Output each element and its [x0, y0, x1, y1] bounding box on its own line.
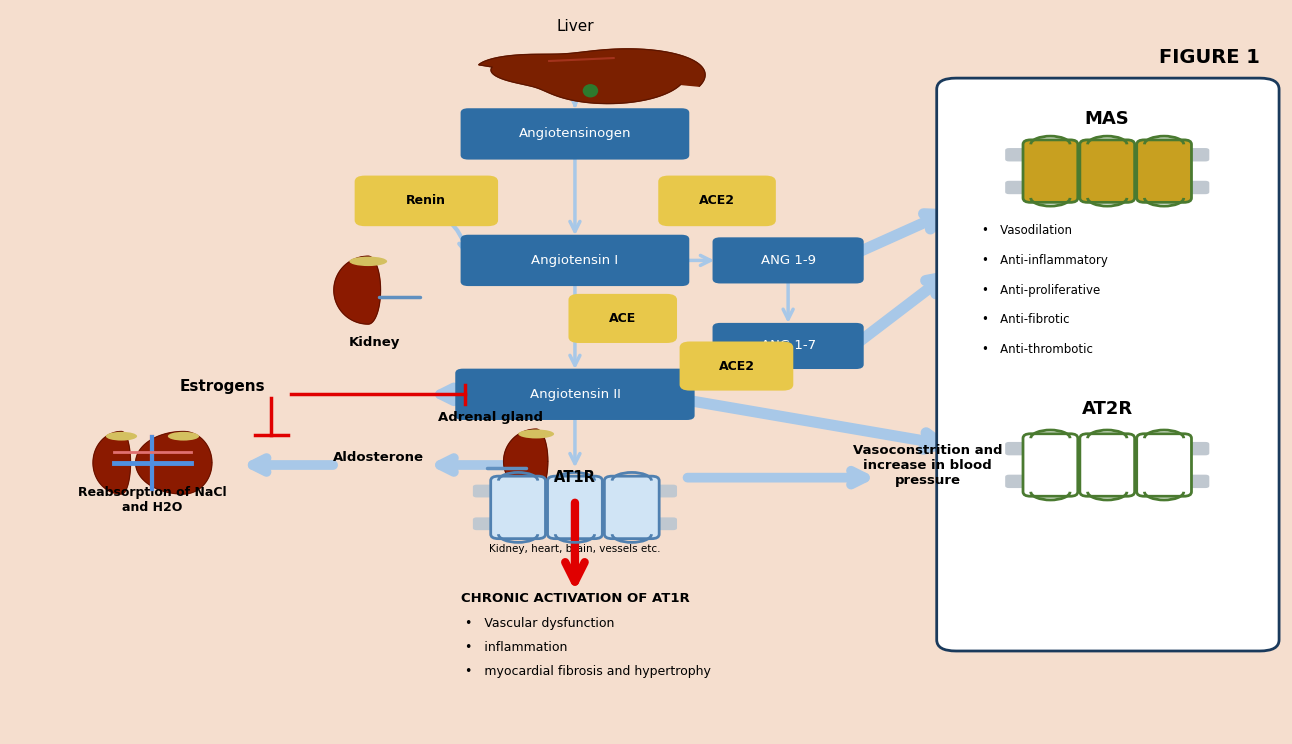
Text: ANG 1-9: ANG 1-9	[761, 254, 815, 267]
Text: Vasoconstrition and
increase in blood
pressure: Vasoconstrition and increase in blood pr…	[853, 443, 1003, 487]
FancyBboxPatch shape	[568, 294, 677, 343]
Text: Renin: Renin	[407, 194, 446, 208]
Text: ACE2: ACE2	[718, 359, 755, 373]
FancyBboxPatch shape	[713, 323, 863, 369]
FancyBboxPatch shape	[473, 484, 677, 498]
FancyBboxPatch shape	[605, 476, 659, 539]
Polygon shape	[504, 429, 548, 493]
Text: MAS: MAS	[1085, 110, 1129, 128]
FancyBboxPatch shape	[937, 78, 1279, 651]
Text: •   myocardial fibrosis and hypertrophy: • myocardial fibrosis and hypertrophy	[465, 664, 711, 678]
FancyBboxPatch shape	[680, 341, 793, 391]
Text: ACE: ACE	[609, 312, 637, 325]
FancyBboxPatch shape	[1080, 434, 1134, 496]
Text: Reabsorption of NaCl
and H2O: Reabsorption of NaCl and H2O	[78, 486, 227, 514]
Text: Liver: Liver	[556, 19, 594, 33]
FancyBboxPatch shape	[1005, 181, 1209, 194]
FancyBboxPatch shape	[491, 476, 545, 539]
Polygon shape	[136, 432, 212, 494]
Text: CHRONIC ACTIVATION OF AT1R: CHRONIC ACTIVATION OF AT1R	[460, 592, 690, 606]
Text: Aldosterone: Aldosterone	[333, 451, 424, 464]
Text: AT2R: AT2R	[1081, 400, 1133, 418]
Text: ACE2: ACE2	[699, 194, 735, 208]
Text: FIGURE 1: FIGURE 1	[1159, 48, 1260, 68]
Ellipse shape	[106, 432, 137, 440]
FancyBboxPatch shape	[1005, 442, 1209, 455]
Text: •   Anti-thrombotic: • Anti-thrombotic	[982, 343, 1093, 356]
Text: Angiotensin I: Angiotensin I	[531, 254, 619, 267]
FancyBboxPatch shape	[1137, 140, 1191, 202]
Polygon shape	[478, 49, 705, 103]
FancyBboxPatch shape	[548, 476, 602, 539]
Text: Angiotensin II: Angiotensin II	[530, 388, 620, 401]
FancyBboxPatch shape	[460, 234, 690, 286]
FancyBboxPatch shape	[659, 176, 775, 226]
FancyBboxPatch shape	[713, 237, 863, 283]
Text: •   Vasodilation: • Vasodilation	[982, 224, 1072, 237]
FancyBboxPatch shape	[460, 109, 690, 160]
Text: Kidney, heart, brain, vessels etc.: Kidney, heart, brain, vessels etc.	[490, 544, 660, 554]
FancyBboxPatch shape	[473, 517, 677, 530]
Text: ANG 1-7: ANG 1-7	[761, 339, 815, 353]
FancyBboxPatch shape	[1080, 140, 1134, 202]
Text: •   Vascular dysfunction: • Vascular dysfunction	[465, 617, 615, 630]
Polygon shape	[333, 256, 380, 324]
Ellipse shape	[168, 432, 199, 440]
Ellipse shape	[583, 84, 598, 97]
FancyBboxPatch shape	[455, 369, 695, 420]
Ellipse shape	[349, 257, 388, 266]
Text: •   Anti-inflammatory: • Anti-inflammatory	[982, 254, 1107, 267]
Text: •   Anti-proliferative: • Anti-proliferative	[982, 283, 1101, 297]
FancyBboxPatch shape	[1005, 148, 1209, 161]
Text: •   Anti-fibrotic: • Anti-fibrotic	[982, 313, 1070, 327]
Text: •   inflammation: • inflammation	[465, 641, 567, 654]
Ellipse shape	[518, 429, 554, 438]
FancyBboxPatch shape	[355, 176, 499, 226]
FancyBboxPatch shape	[1023, 140, 1078, 202]
Text: Adrenal gland: Adrenal gland	[438, 411, 544, 424]
FancyBboxPatch shape	[1005, 475, 1209, 488]
Polygon shape	[93, 432, 130, 494]
Text: AT1R: AT1R	[554, 470, 596, 485]
FancyBboxPatch shape	[1023, 434, 1078, 496]
FancyBboxPatch shape	[1137, 434, 1191, 496]
Text: Estrogens: Estrogens	[180, 379, 265, 394]
Text: Kidney: Kidney	[349, 336, 401, 349]
Text: Angiotensinogen: Angiotensinogen	[518, 127, 632, 141]
